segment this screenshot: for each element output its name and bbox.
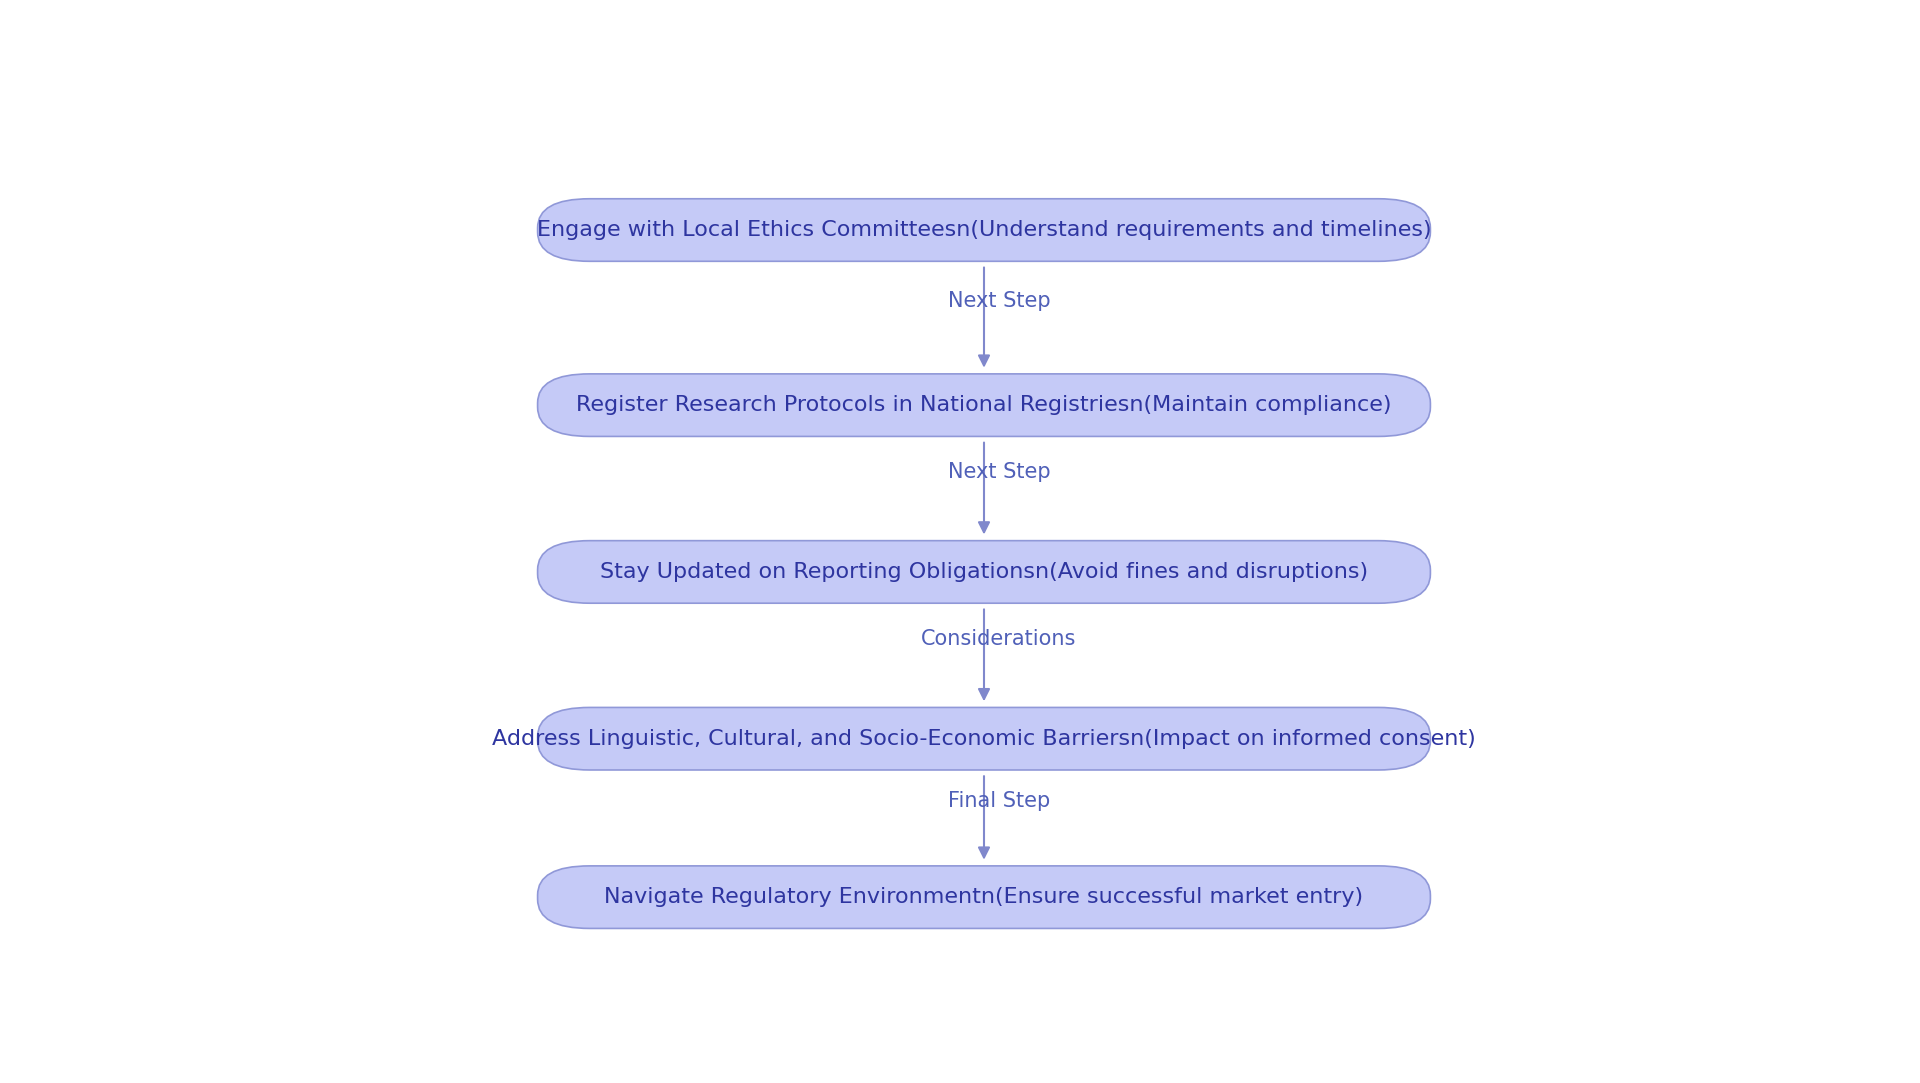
Text: Final Step: Final Step <box>948 792 1050 811</box>
Text: Engage with Local Ethics Committeesn(Understand requirements and timelines): Engage with Local Ethics Committeesn(Und… <box>538 220 1430 240</box>
Text: Navigate Regulatory Environmentn(Ensure successful market entry): Navigate Regulatory Environmentn(Ensure … <box>605 887 1363 908</box>
FancyBboxPatch shape <box>538 540 1430 603</box>
FancyBboxPatch shape <box>538 866 1430 928</box>
FancyBboxPatch shape <box>538 374 1430 436</box>
Text: Register Research Protocols in National Registriesn(Maintain compliance): Register Research Protocols in National … <box>576 395 1392 415</box>
Text: Next Step: Next Step <box>948 291 1050 311</box>
FancyBboxPatch shape <box>538 707 1430 770</box>
Text: Address Linguistic, Cultural, and Socio-Economic Barriersn(Impact on informed co: Address Linguistic, Cultural, and Socio-… <box>492 729 1476 748</box>
Text: Considerations: Considerations <box>922 628 1077 649</box>
Text: Stay Updated on Reporting Obligationsn(Avoid fines and disruptions): Stay Updated on Reporting Obligationsn(A… <box>599 562 1369 582</box>
FancyBboxPatch shape <box>538 199 1430 261</box>
Text: Next Step: Next Step <box>948 461 1050 482</box>
